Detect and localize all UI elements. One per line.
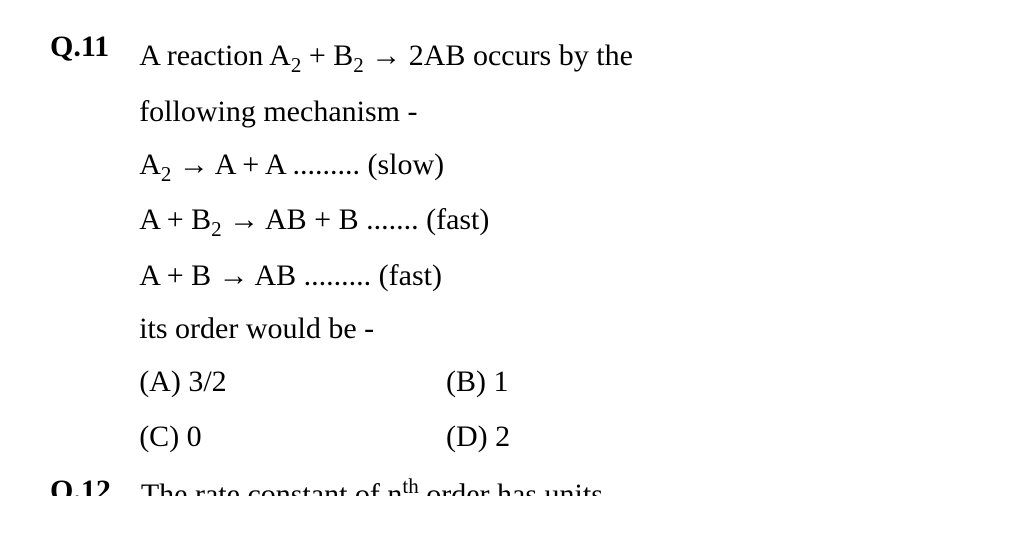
q-text-plus: + B [301, 39, 353, 72]
mech2-post: → AB + B ....... (fast) [222, 203, 490, 236]
q-text-prefix: A reaction A [139, 39, 291, 72]
question-number: Q.11 [50, 30, 109, 64]
option-c[interactable]: (C) 0 [139, 411, 326, 462]
next-question-number: Q.12 [50, 474, 111, 496]
options-grid: (A) 3/2 (B) 1 (C) 0 (D) 2 [139, 356, 633, 462]
next-question-text: The rate constant of nth order has units [141, 474, 603, 496]
mechanism-step-3: A + B → AB ......... (fast) [139, 250, 633, 301]
q12-pre: The rate constant of n [141, 478, 403, 496]
subscript-a2: 2 [291, 53, 302, 77]
q-text-arrow-product: → 2AB occurs by the [364, 39, 633, 72]
mech1-sub: 2 [161, 162, 172, 186]
mechanism-step-2: A + B2 → AB + B ....... (fast) [139, 194, 633, 248]
q12-post: order has units [419, 478, 603, 496]
mech2-sub: 2 [211, 217, 222, 241]
subscript-b2: 2 [353, 53, 364, 77]
question-body: A reaction A2 + B2 → 2AB occurs by the f… [139, 30, 633, 462]
option-a[interactable]: (A) 3/2 [139, 356, 326, 407]
q12-sup: th [402, 474, 418, 496]
question-block: Q.11 A reaction A2 + B2 → 2AB occurs by … [50, 30, 974, 462]
option-b[interactable]: (B) 1 [446, 356, 633, 407]
mech2-pre: A + B [139, 203, 211, 236]
mech1-post: → A + A ......... (slow) [171, 148, 444, 181]
question-line-1: A reaction A2 + B2 → 2AB occurs by the [139, 30, 633, 84]
option-d[interactable]: (D) 2 [446, 411, 633, 462]
mech1-pre: A [139, 148, 161, 181]
question-line-2: following mechanism - [139, 86, 633, 137]
next-question-partial: Q.12 The rate constant of nth order has … [50, 474, 974, 496]
mechanism-step-1: A2 → A + A ......... (slow) [139, 139, 633, 193]
order-question-line: its order would be - [139, 303, 633, 354]
